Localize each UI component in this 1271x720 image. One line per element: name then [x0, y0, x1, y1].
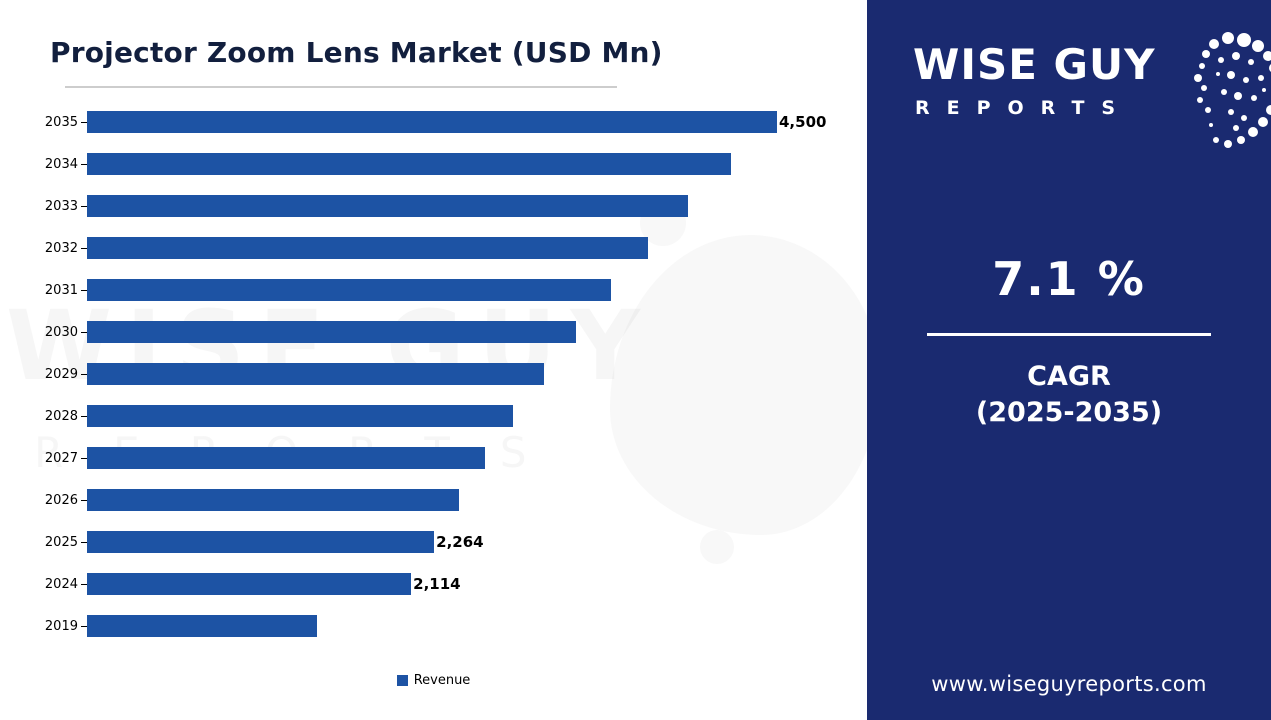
y-axis-tick [81, 583, 87, 585]
bar-track-2034 [87, 143, 777, 185]
y-axis-tick [81, 163, 87, 165]
y-axis-tick [81, 205, 87, 207]
bar-2027 [87, 447, 486, 469]
bar-track-2032 [87, 227, 777, 269]
bar-track-2024: 2,114 [87, 563, 777, 605]
y-axis-tick [81, 457, 87, 459]
cagr-period: (2025-2035) [975, 397, 1163, 429]
bar-2028 [87, 405, 514, 427]
bar-row-2032: 2032 [44, 227, 777, 269]
website-url: www.wiseguyreports.com [931, 672, 1207, 696]
bar-track-2029 [87, 353, 777, 395]
y-axis-tick [81, 121, 87, 123]
bar-2031 [87, 279, 611, 301]
y-axis-label-2027: 2027 [44, 450, 78, 466]
value-label-2025: 2,264 [436, 533, 484, 551]
bar-2033 [87, 195, 688, 217]
bar-row-2028: 2028 [44, 395, 777, 437]
y-axis-tick [81, 289, 87, 291]
logo-head-dots-icon [1194, 32, 1271, 148]
y-axis-tick [81, 415, 87, 417]
y-axis-tick [81, 331, 87, 333]
chart-legend: Revenue [0, 673, 867, 688]
bar-track-2035: 4,500 [87, 101, 826, 143]
cagr-divider [927, 333, 1211, 336]
chart-title: Projector Zoom Lens Market (USD Mn) [50, 36, 663, 69]
legend-label-revenue: Revenue [413, 673, 471, 688]
y-axis-label-2034: 2034 [44, 156, 78, 172]
bar-2035 [87, 111, 777, 133]
bar-2032 [87, 237, 649, 259]
bar-track-2033 [87, 185, 777, 227]
bar-track-2028 [87, 395, 777, 437]
bar-row-2033: 2033 [44, 185, 777, 227]
y-axis-tick [81, 373, 87, 375]
logo-wise-guy-text: WISE GUY [913, 40, 1156, 89]
bar-2019 [87, 615, 317, 637]
y-axis-label-2030: 2030 [44, 324, 78, 340]
bar-row-2029: 2029 [44, 353, 777, 395]
logo-reports-text: REPORTS [915, 97, 1133, 119]
cagr-label: CAGR [1027, 361, 1111, 392]
value-label-2024: 2,114 [413, 575, 461, 593]
bar-2030 [87, 321, 577, 343]
bar-row-2026: 2026 [44, 479, 777, 521]
bar-2034 [87, 153, 731, 175]
bar-track-2027 [87, 437, 777, 479]
bar-row-2031: 2031 [44, 269, 777, 311]
y-axis-tick [81, 499, 87, 501]
y-axis-label-2024: 2024 [44, 576, 78, 592]
y-axis-label-2035: 2035 [44, 114, 78, 130]
y-axis-label-2029: 2029 [44, 366, 78, 382]
y-axis-label-2032: 2032 [44, 240, 78, 256]
y-axis-tick [81, 247, 87, 249]
y-axis-label-2033: 2033 [44, 198, 78, 214]
bar-row-2024: 2024 2,114 [44, 563, 777, 605]
sidebar: WISE GUY REPORTS [867, 0, 1271, 720]
y-axis-tick [81, 541, 87, 543]
title-divider [65, 86, 617, 88]
bar-chart: 2035 4,500 2034 2033 2032 2031 2030 2029 2028 202… [0, 101, 867, 647]
y-axis-label-2019: 2019 [44, 618, 78, 634]
bar-row-2025: 2025 2,264 [44, 521, 777, 563]
bar-2029 [87, 363, 544, 385]
y-axis-label-2025: 2025 [44, 534, 78, 550]
bar-row-2019: 2019 [44, 605, 777, 647]
cagr-value: 7.1 % [992, 252, 1146, 306]
y-axis-tick [81, 625, 87, 627]
y-axis-label-2031: 2031 [44, 282, 78, 298]
y-axis-label-2026: 2026 [44, 492, 78, 508]
chart-panel: WISE GUY REPORTS Projector Zoom Lens Mar… [0, 36, 867, 688]
value-label-2035: 4,500 [779, 113, 827, 131]
bar-row-2030: 2030 [44, 311, 777, 353]
bar-row-2027: 2027 [44, 437, 777, 479]
bar-track-2026 [87, 479, 777, 521]
wise-guy-reports-logo: WISE GUY REPORTS [913, 32, 1271, 152]
bar-track-2025: 2,264 [87, 521, 777, 563]
bar-row-2034: 2034 [44, 143, 777, 185]
bar-row-2035: 2035 4,500 [44, 101, 826, 143]
bar-track-2030 [87, 311, 777, 353]
bar-2024 [87, 573, 412, 595]
bar-2026 [87, 489, 459, 511]
bar-2025 [87, 531, 435, 553]
legend-swatch-revenue [396, 675, 408, 686]
y-axis-label-2028: 2028 [44, 408, 78, 424]
bar-track-2031 [87, 269, 777, 311]
bar-track-2019 [87, 605, 777, 647]
cagr-block: 7.1 % CAGR (2025-2035) [867, 252, 1271, 432]
